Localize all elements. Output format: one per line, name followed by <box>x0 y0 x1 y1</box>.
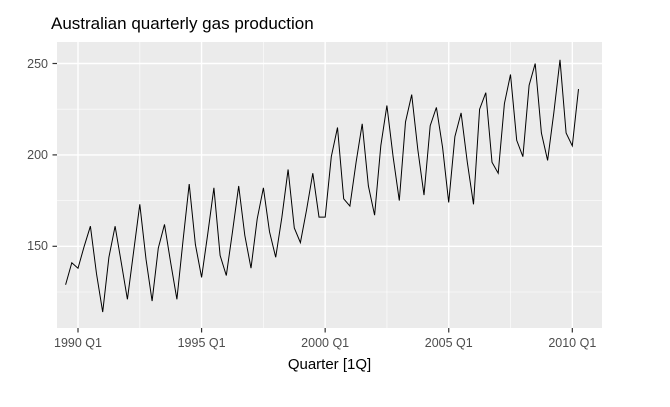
x-axis-title: Quarter [1Q] <box>287 356 372 373</box>
x-tick-label: 2000 Q1 <box>301 336 350 350</box>
panel-background <box>57 42 602 328</box>
x-tick-label: 1995 Q1 <box>177 336 226 350</box>
chart-title: Australian quarterly gas production <box>51 14 314 33</box>
x-tick-label: 1990 Q1 <box>54 336 102 350</box>
y-tick-label: 150 <box>27 239 48 254</box>
y-tick-label: 200 <box>27 147 48 162</box>
x-tick-label: 2005 Q1 <box>424 336 473 350</box>
y-tick-label: 250 <box>27 56 48 71</box>
gas-production-line <box>65 59 579 313</box>
x-tick-label: 2010 Q1 <box>548 336 597 350</box>
